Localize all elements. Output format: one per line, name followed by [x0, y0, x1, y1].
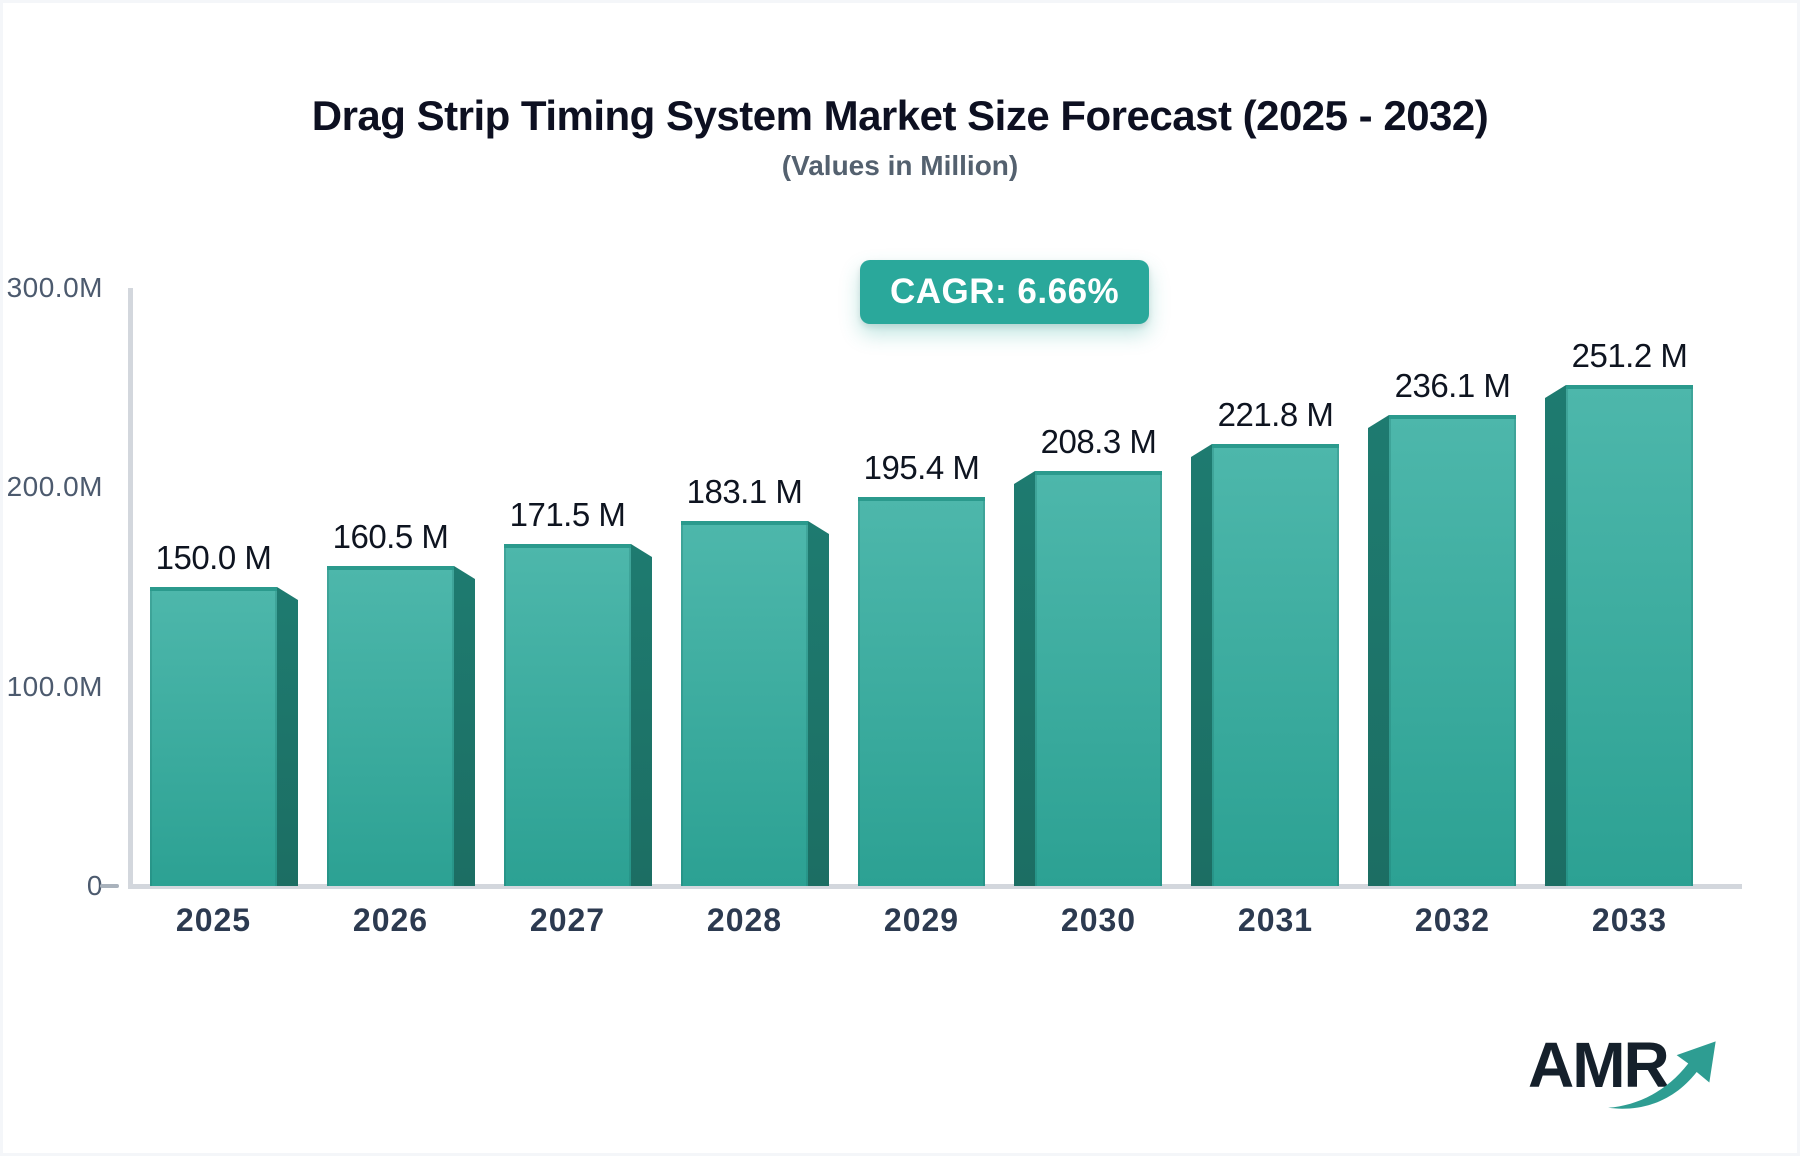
amr-logo: AMR: [1528, 1028, 1748, 1118]
amr-logo-text: AMR: [1528, 1029, 1670, 1101]
x-tick-label-2027: 2027: [529, 902, 606, 938]
bar-value-label-2026: 160.5 M: [332, 518, 449, 555]
x-tick-label-2026: 2026: [352, 902, 429, 938]
bar-2026[interactable]: [327, 566, 454, 886]
bar-side-face-2032: [1368, 415, 1389, 886]
bar-side-face-2033: [1545, 385, 1566, 886]
bar-2025[interactable]: [150, 587, 277, 886]
x-tick-label-2031: 2031: [1237, 902, 1314, 938]
bar-value-label-2032: 236.1 M: [1394, 367, 1511, 404]
bar-2028[interactable]: [681, 521, 808, 886]
bar-side-face-2028: [808, 521, 829, 886]
bar-value-label-2025: 150.0 M: [155, 539, 272, 576]
chart-title: Drag Strip Timing System Market Size For…: [311, 92, 1489, 139]
bar-2027[interactable]: [504, 544, 631, 886]
bar-side-face-2031: [1191, 444, 1212, 886]
x-tick-label-2028: 2028: [706, 902, 783, 938]
chart-subtitle: (Values in Million): [781, 150, 1019, 181]
cagr-badge: CAGR: 6.66%: [860, 260, 1150, 324]
bar-2033[interactable]: [1566, 385, 1693, 886]
bar-2032[interactable]: [1389, 415, 1516, 886]
y-axis-line: [128, 288, 133, 889]
y-tick-label-100: 100.0M: [6, 670, 103, 702]
x-axis-line: [128, 884, 1742, 889]
bar-side-face-2027: [631, 544, 652, 886]
y-tick-dash-zero: [100, 884, 119, 888]
bar-side-face-2026: [454, 566, 475, 886]
y-tick-label-200: 200.0M: [6, 471, 103, 503]
bar-value-label-2031: 221.8 M: [1217, 396, 1334, 433]
y-tick-label-0: 0: [86, 870, 103, 901]
x-tick-label-2029: 2029: [883, 902, 960, 938]
bar-value-label-2030: 208.3 M: [1040, 423, 1157, 460]
bar-value-label-2033: 251.2 M: [1571, 337, 1688, 374]
bar-2030[interactable]: [1035, 471, 1162, 886]
bar-2029[interactable]: [858, 497, 985, 886]
bar-side-face-2030: [1014, 471, 1035, 886]
bar-2031[interactable]: [1212, 444, 1339, 886]
bar-side-face-2025: [277, 587, 298, 886]
x-tick-label-2032: 2032: [1414, 902, 1491, 938]
bar-value-label-2028: 183.1 M: [686, 473, 803, 510]
x-tick-label-2030: 2030: [1060, 902, 1137, 938]
x-tick-label-2033: 2033: [1591, 902, 1668, 938]
y-tick-label-300: 300.0M: [6, 272, 103, 303]
bar-value-label-2027: 171.5 M: [509, 496, 626, 533]
growth-arrow-icon: [1608, 1041, 1716, 1109]
x-tick-label-2025: 2025: [175, 902, 252, 938]
bar-value-label-2029: 195.4 M: [863, 449, 980, 486]
